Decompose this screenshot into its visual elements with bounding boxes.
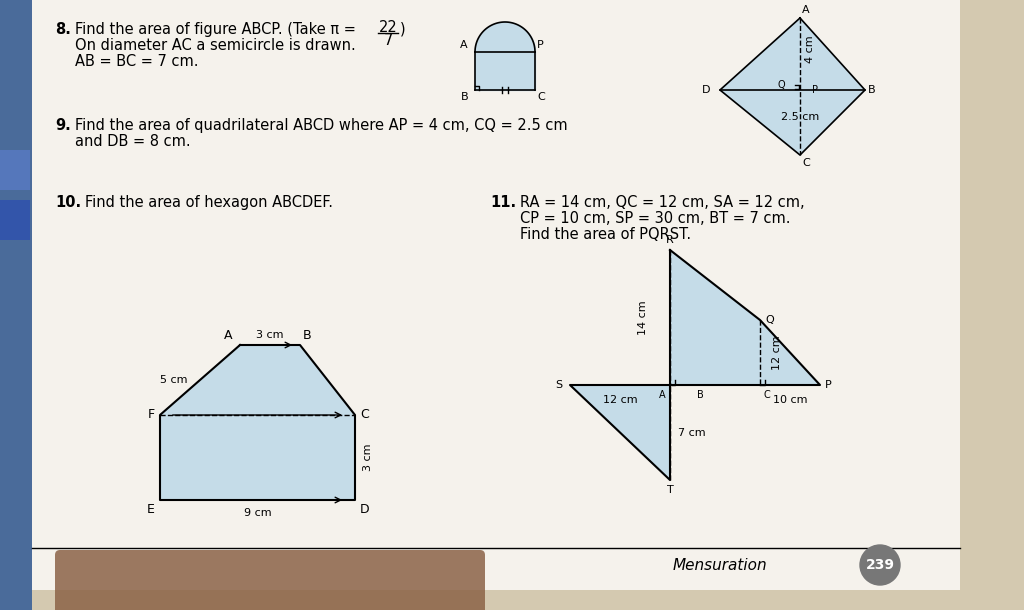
FancyBboxPatch shape [0,200,30,240]
Text: T: T [667,485,674,495]
FancyBboxPatch shape [55,550,485,610]
Text: 3 cm: 3 cm [256,330,284,340]
Polygon shape [475,52,535,90]
Text: B: B [868,85,876,95]
Text: 7 cm: 7 cm [678,428,706,437]
Text: 2.5 cm: 2.5 cm [781,112,819,122]
Text: 10 cm: 10 cm [773,395,807,405]
Text: AB = BC = 7 cm.: AB = BC = 7 cm. [75,54,199,69]
Text: 11.: 11. [490,195,516,210]
Text: RA = 14 cm, QC = 12 cm, SA = 12 cm,: RA = 14 cm, QC = 12 cm, SA = 12 cm, [520,195,805,210]
Text: CP = 10 cm, SP = 30 cm, BT = 7 cm.: CP = 10 cm, SP = 30 cm, BT = 7 cm. [520,211,791,226]
Text: R: R [667,235,674,245]
Polygon shape [720,18,865,155]
Text: B: B [696,390,703,400]
FancyBboxPatch shape [30,0,961,590]
Text: C: C [537,92,545,102]
Text: Find the area of quadrilateral ABCD where AP = 4 cm, CQ = 2.5 cm: Find the area of quadrilateral ABCD wher… [75,118,567,133]
Text: Q: Q [765,315,774,325]
Text: On diameter AC a semicircle is drawn.: On diameter AC a semicircle is drawn. [75,38,355,53]
Text: 3 cm: 3 cm [362,443,373,472]
Text: B: B [303,329,311,342]
Text: Find the area of PQRST.: Find the area of PQRST. [520,227,691,242]
Text: 5 cm: 5 cm [161,375,188,385]
Text: P: P [825,380,831,390]
Text: 9.: 9. [55,118,71,133]
Text: F: F [147,409,155,422]
Circle shape [860,545,900,585]
Text: 22: 22 [379,20,397,35]
Text: 9 cm: 9 cm [244,508,271,518]
Text: B: B [461,92,468,102]
Text: 12 cm: 12 cm [603,395,637,405]
Polygon shape [160,345,355,500]
Text: Find the area of hexagon ABCDEF.: Find the area of hexagon ABCDEF. [85,195,333,210]
Text: S: S [555,380,562,390]
Text: Find the area of figure ABCP. (Take π =: Find the area of figure ABCP. (Take π = [75,22,356,37]
Text: 8.: 8. [55,22,71,37]
Text: 239: 239 [865,558,895,572]
FancyBboxPatch shape [0,0,32,610]
Text: and DB = 8 cm.: and DB = 8 cm. [75,134,190,149]
Text: Mensuration: Mensuration [673,558,767,573]
Text: A: A [461,40,468,50]
Text: 10.: 10. [55,195,81,210]
Text: 7: 7 [383,33,392,48]
Text: A: A [659,390,666,400]
Text: 12 cm: 12 cm [772,335,782,370]
Text: 14 cm: 14 cm [638,300,648,335]
Text: P: P [537,40,544,50]
Text: D: D [701,85,710,95]
Text: Q: Q [777,80,785,90]
Text: E: E [147,503,155,516]
Text: D: D [360,503,370,516]
Text: C: C [360,409,369,422]
Text: A: A [223,329,232,342]
Polygon shape [570,250,820,480]
Text: ): ) [400,22,406,37]
FancyBboxPatch shape [0,150,30,190]
Text: C: C [802,158,810,168]
Text: P: P [812,85,818,95]
Text: A: A [802,5,810,15]
Text: C: C [764,390,771,400]
Text: 4 cm: 4 cm [805,35,815,63]
